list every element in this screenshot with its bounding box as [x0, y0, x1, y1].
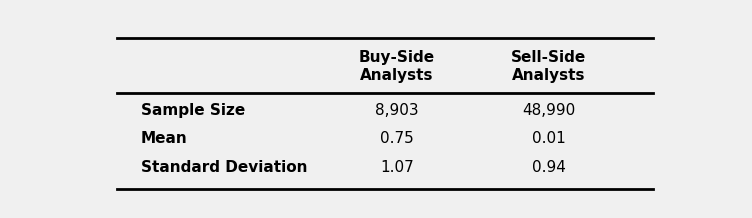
Text: 8,903: 8,903	[375, 103, 419, 118]
Text: 48,990: 48,990	[522, 103, 575, 118]
Text: 1.07: 1.07	[381, 160, 414, 175]
Text: Sell-Side
Analysts: Sell-Side Analysts	[511, 50, 587, 83]
Text: 0.01: 0.01	[532, 131, 566, 146]
Text: 0.75: 0.75	[381, 131, 414, 146]
Text: Sample Size: Sample Size	[141, 103, 245, 118]
Text: Buy-Side
Analysts: Buy-Side Analysts	[359, 50, 435, 83]
Text: Standard Deviation: Standard Deviation	[141, 160, 307, 175]
Text: 0.94: 0.94	[532, 160, 566, 175]
Text: Mean: Mean	[141, 131, 187, 146]
